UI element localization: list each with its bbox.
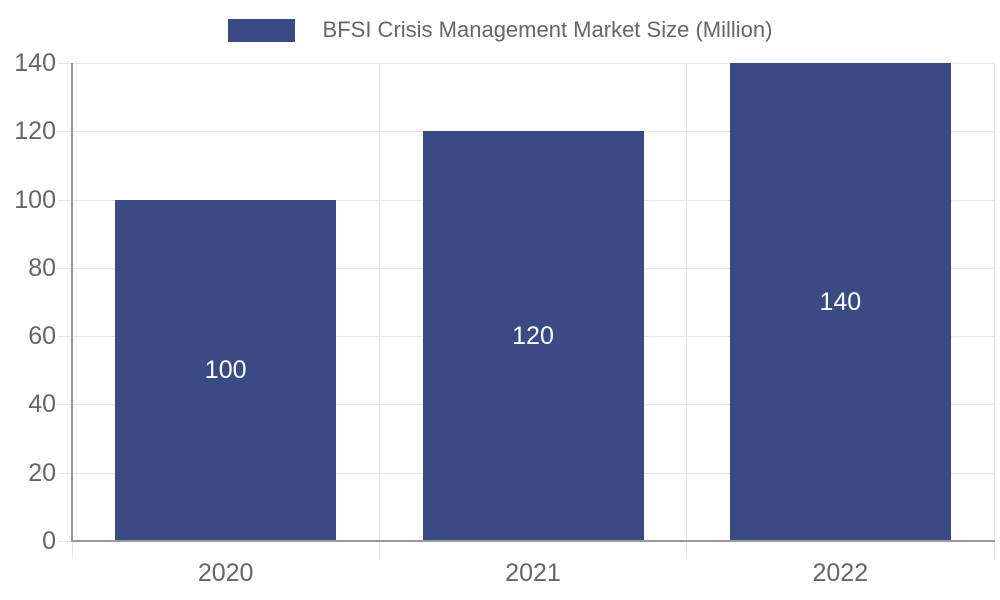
- chart-legend[interactable]: BFSI Crisis Management Market Size (Mill…: [0, 17, 1000, 43]
- y-tick-label: 20: [28, 458, 56, 487]
- y-gridline: [58, 63, 994, 64]
- bar[interactable]: [422, 131, 644, 541]
- x-tick-label: 2022: [812, 559, 869, 587]
- bar-value-label: 140: [819, 288, 862, 316]
- legend-label: BFSI Crisis Management Market Size (Mill…: [322, 17, 773, 42]
- x-boundary-gridline: [378, 63, 380, 558]
- y-tick-label: 120: [14, 117, 56, 146]
- x-tick-label: 2021: [505, 559, 561, 587]
- y-tick-label: 60: [28, 322, 56, 351]
- y-tick-label: 80: [28, 253, 56, 282]
- bar[interactable]: [729, 63, 951, 541]
- bar-value-label: 100: [204, 356, 247, 385]
- bar[interactable]: [115, 199, 337, 541]
- x-boundary-gridline: [993, 63, 995, 558]
- y-tick-label: 0: [42, 527, 56, 555]
- y-axis-line: [71, 63, 73, 541]
- legend-swatch: [227, 18, 295, 42]
- x-axis-line: [71, 540, 995, 542]
- y-tick-label: 40: [28, 390, 56, 419]
- bar-value-label: 120: [512, 322, 554, 351]
- y-tick-label: 100: [14, 185, 56, 214]
- y-tick-label: 140: [14, 49, 56, 77]
- x-tick-label: 2020: [197, 559, 254, 587]
- x-boundary-gridline: [686, 63, 688, 558]
